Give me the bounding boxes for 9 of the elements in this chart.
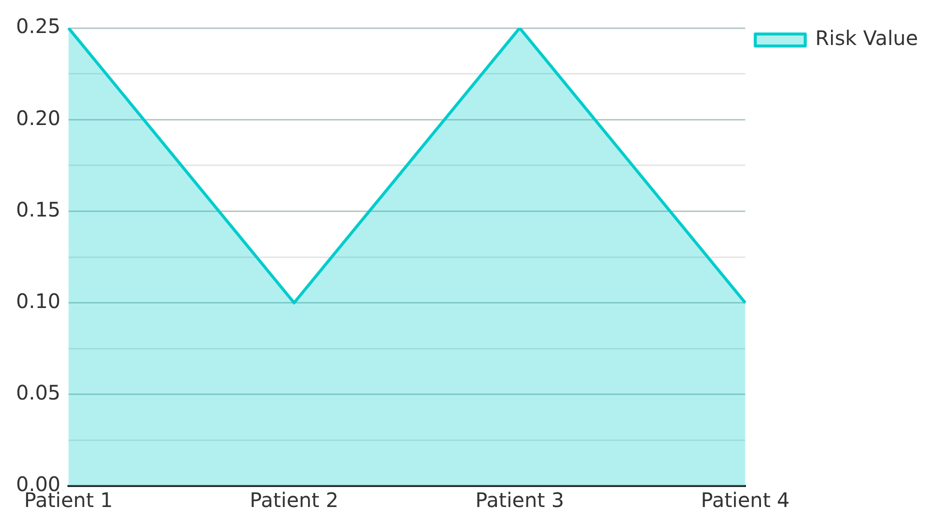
legend-label: Risk Value xyxy=(815,26,918,50)
x-tick-label: Patient 2 xyxy=(250,488,338,512)
x-tick-label: Patient 3 xyxy=(475,488,564,512)
y-tick-label: 0.25 xyxy=(16,14,61,38)
y-tick-label: 0.10 xyxy=(16,289,61,314)
x-tick-label: Patient 4 xyxy=(700,488,790,512)
y-tick-label: 0.05 xyxy=(16,380,61,405)
y-tick-label: 0.15 xyxy=(16,197,61,222)
y-tick-label: 0.20 xyxy=(16,106,61,130)
